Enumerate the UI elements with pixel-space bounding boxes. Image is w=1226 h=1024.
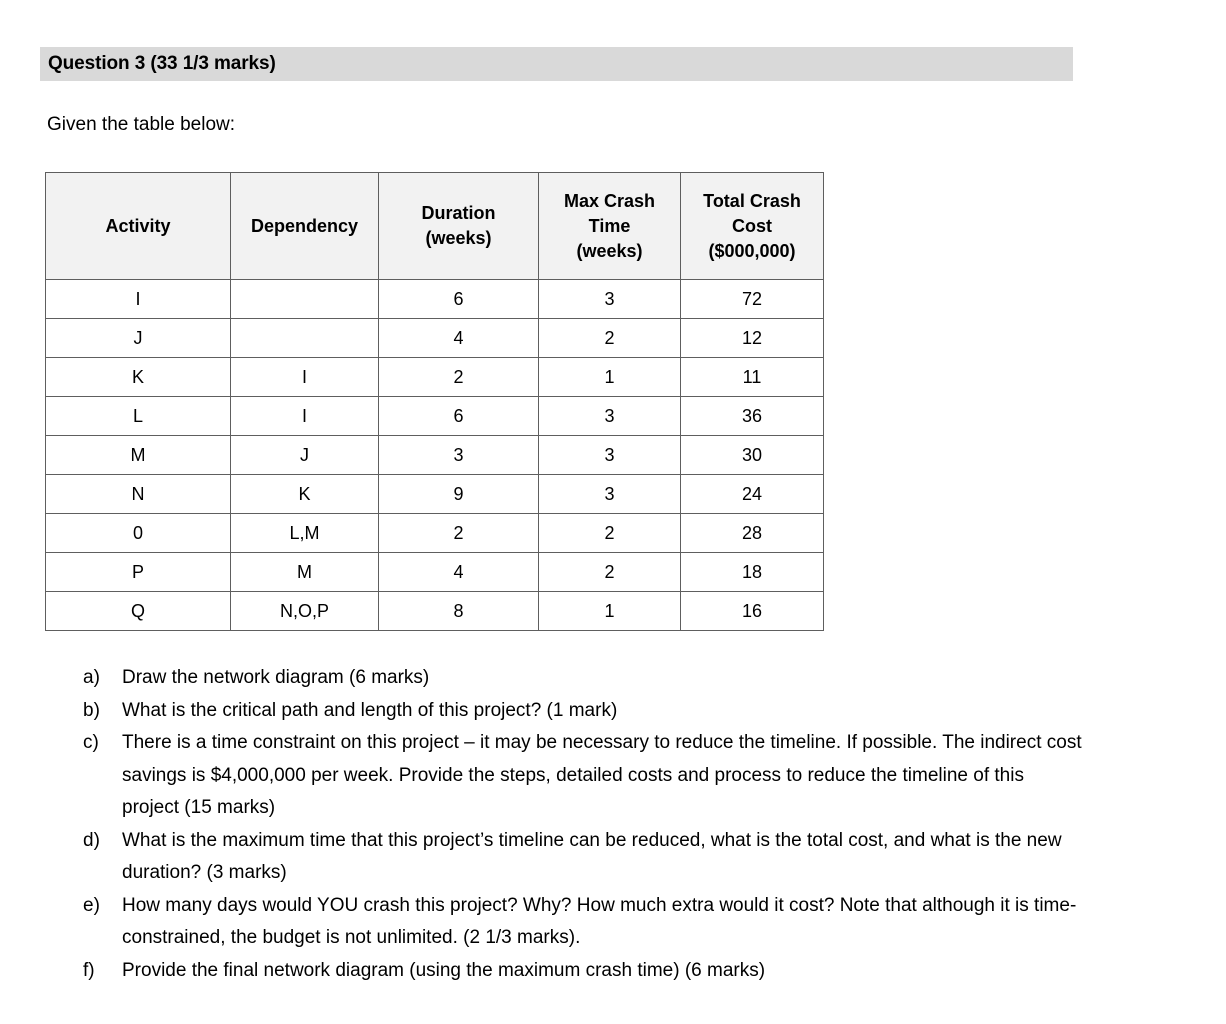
cell-max-crash-time: 3 xyxy=(538,435,681,475)
cell-total-crash-cost: 24 xyxy=(680,474,824,514)
table-row: M J 3 3 30 xyxy=(45,435,824,475)
header-line: Cost xyxy=(732,215,772,236)
header-line: (weeks) xyxy=(576,240,643,261)
table-row: K I 2 1 11 xyxy=(45,357,824,397)
cell-dependency: I xyxy=(230,396,379,436)
header-line: Duration xyxy=(421,203,496,223)
list-item-marker: b) xyxy=(83,699,100,721)
header-line: Total Crash xyxy=(703,190,801,211)
cell-dependency: J xyxy=(230,435,379,475)
cell-dependency: K xyxy=(230,474,379,514)
list-item-marker: e) xyxy=(83,894,100,916)
cell-total-crash-cost: 16 xyxy=(680,591,824,631)
table-row: I 6 3 72 xyxy=(45,279,824,319)
cell-duration: 4 xyxy=(378,552,539,592)
column-header-duration: Duration (weeks) xyxy=(378,172,539,280)
cell-dependency: N,O,P xyxy=(230,591,379,631)
cell-duration: 3 xyxy=(378,435,539,475)
list-item-text: Draw the network diagram (6 marks) xyxy=(122,667,430,688)
cell-max-crash-time: 2 xyxy=(538,513,681,553)
list-item: f) Provide the final network diagram (us… xyxy=(83,955,1083,988)
list-item-text: What is the critical path and length of … xyxy=(122,699,618,721)
cell-duration: 6 xyxy=(378,279,539,319)
list-item-text: Provide the final network diagram (using… xyxy=(122,959,766,981)
cell-max-crash-time: 1 xyxy=(538,357,681,397)
column-header-max-crash-time: Max Crash Time (weeks) xyxy=(538,172,681,280)
cell-dependency: I xyxy=(230,357,379,397)
cell-max-crash-time: 1 xyxy=(538,591,681,631)
cell-activity: L xyxy=(45,396,231,436)
cell-max-crash-time: 3 xyxy=(538,474,681,514)
intro-text: Given the table below: xyxy=(47,114,236,135)
list-item-text: How many days would YOU crash this proje… xyxy=(122,894,1077,949)
table-row: L I 6 3 36 xyxy=(45,396,824,436)
cell-dependency: L,M xyxy=(230,513,379,553)
header-line: Time xyxy=(588,215,631,236)
cell-total-crash-cost: 72 xyxy=(680,279,824,319)
table-header: Activity Dependency Duration (weeks) Max… xyxy=(45,172,824,280)
cell-total-crash-cost: 18 xyxy=(680,552,824,592)
list-item-text: There is a time constraint on this proje… xyxy=(122,732,1082,818)
list-item: c) There is a time constraint on this pr… xyxy=(83,727,1083,825)
list-item: a) Draw the network diagram (6 marks) xyxy=(83,662,1083,695)
cell-dependency xyxy=(230,318,379,358)
cell-activity: K xyxy=(45,357,231,397)
page-title: Question 3 (33 1/3 marks) xyxy=(48,53,276,74)
cell-max-crash-time: 2 xyxy=(538,552,681,592)
header-line: Max Crash xyxy=(563,190,656,211)
column-header-dependency: Dependency xyxy=(230,172,379,280)
cell-activity: J xyxy=(45,318,231,358)
column-header-total-crash-cost: Total Crash Cost ($000,000) xyxy=(680,172,824,280)
list-item: e) How many days would YOU crash this pr… xyxy=(83,890,1083,955)
cell-dependency xyxy=(230,279,379,319)
cell-total-crash-cost: 11 xyxy=(680,357,824,397)
cell-activity: N xyxy=(45,474,231,514)
table-header-row: Activity Dependency Duration (weeks) Max… xyxy=(45,172,824,280)
cell-max-crash-time: 3 xyxy=(538,279,681,319)
list-item: d) What is the maximum time that this pr… xyxy=(83,825,1083,890)
header-line: Dependency xyxy=(250,215,359,236)
cell-total-crash-cost: 36 xyxy=(680,396,824,436)
cell-duration: 2 xyxy=(378,513,539,553)
list-item-marker: f) xyxy=(83,959,95,981)
header-line: (weeks) xyxy=(425,228,492,248)
column-header-activity: Activity xyxy=(45,172,231,280)
list-item-marker: a) xyxy=(83,667,100,688)
cell-max-crash-time: 3 xyxy=(538,396,681,436)
list-item-text: What is the maximum time that this proje… xyxy=(122,829,1062,884)
cell-activity: Q xyxy=(45,591,231,631)
cell-duration: 4 xyxy=(378,318,539,358)
list-item-marker: d) xyxy=(83,829,100,851)
list-item: b) What is the critical path and length … xyxy=(83,695,1083,728)
header-line: Activity xyxy=(105,215,171,236)
cell-max-crash-time: 2 xyxy=(538,318,681,358)
activity-crash-table: Activity Dependency Duration (weeks) Max… xyxy=(45,172,824,631)
table-row: 0 L,M 2 2 28 xyxy=(45,513,824,553)
cell-total-crash-cost: 30 xyxy=(680,435,824,475)
cell-duration: 8 xyxy=(378,591,539,631)
cell-dependency: M xyxy=(230,552,379,592)
cell-activity: 0 xyxy=(45,513,231,553)
table-row: J 4 2 12 xyxy=(45,318,824,358)
table-row: Q N,O,P 8 1 16 xyxy=(45,591,824,631)
list-item-marker: c) xyxy=(83,732,99,753)
cell-duration: 6 xyxy=(378,396,539,436)
table-row: P M 4 2 18 xyxy=(45,552,824,592)
cell-total-crash-cost: 28 xyxy=(680,513,824,553)
table-body: I 6 3 72 J 4 2 12 K I 2 1 11 L I 6 3 36 xyxy=(45,279,824,631)
question-parts-list: a) Draw the network diagram (6 marks) b)… xyxy=(83,662,1083,987)
cell-activity: P xyxy=(45,552,231,592)
cell-duration: 2 xyxy=(378,357,539,397)
question-heading-banner: Question 3 (33 1/3 marks) xyxy=(40,47,1073,81)
cell-activity: M xyxy=(45,435,231,475)
cell-activity: I xyxy=(45,279,231,319)
header-line: ($000,000) xyxy=(708,240,796,261)
cell-duration: 9 xyxy=(378,474,539,514)
cell-total-crash-cost: 12 xyxy=(680,318,824,358)
table-row: N K 9 3 24 xyxy=(45,474,824,514)
